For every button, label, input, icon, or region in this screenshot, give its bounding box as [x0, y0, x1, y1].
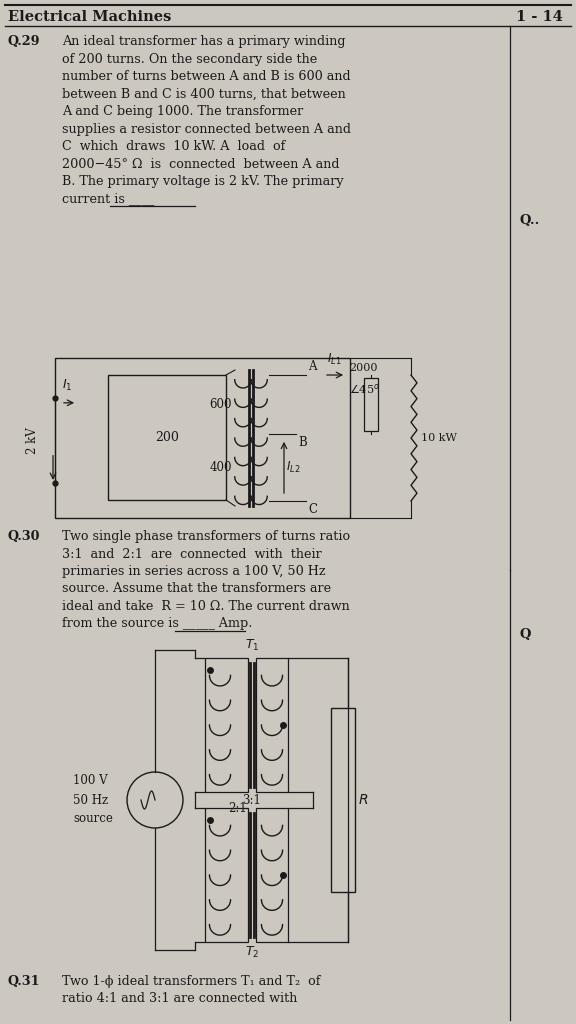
- Text: $I_1$: $I_1$: [62, 378, 72, 393]
- Text: 2000: 2000: [349, 362, 377, 373]
- Text: 400: 400: [210, 461, 232, 474]
- Bar: [108, 375, 226, 500]
- Text: C  which  draws  10 kW. A  load  of: C which draws 10 kW. A load of: [62, 140, 285, 153]
- Text: Two 1-ϕ ideal transformers T₁ and T₂  of: Two 1-ϕ ideal transformers T₁ and T₂ of: [62, 975, 320, 988]
- Text: current is ____: current is ____: [62, 193, 154, 206]
- Text: 2000−45° Ω  is  connected  between A and: 2000−45° Ω is connected between A and: [62, 158, 339, 171]
- Bar: [364, 378, 378, 431]
- Bar: [256, 808, 288, 942]
- Text: $R$: $R$: [358, 793, 368, 807]
- Text: 10 kW: 10 kW: [421, 433, 457, 443]
- Text: of 200 turns. On the secondary side the: of 200 turns. On the secondary side the: [62, 52, 317, 66]
- Text: source: source: [73, 811, 113, 824]
- Text: ideal and take  R = 10 Ω. The current drawn: ideal and take R = 10 Ω. The current dra…: [62, 600, 350, 613]
- Bar: [55, 358, 350, 518]
- Text: 3:1  and  2:1  are  connected  with  their: 3:1 and 2:1 are connected with their: [62, 548, 322, 560]
- Text: 600: 600: [210, 398, 232, 411]
- Text: Q: Q: [520, 629, 532, 641]
- Bar: [256, 658, 288, 792]
- Text: C: C: [308, 503, 317, 516]
- Text: Q..: Q..: [520, 213, 540, 226]
- Text: Q.31: Q.31: [8, 975, 40, 988]
- Text: between B and C is 400 turns, that between: between B and C is 400 turns, that betwe…: [62, 87, 346, 100]
- Text: Electrical Machines: Electrical Machines: [8, 10, 172, 24]
- Text: 2 kV: 2 kV: [26, 427, 40, 454]
- Text: B: B: [298, 436, 307, 449]
- Text: B. The primary voltage is 2 kV. The primary: B. The primary voltage is 2 kV. The prim…: [62, 175, 344, 188]
- Text: ratio 4:1 and 3:1 are connected with: ratio 4:1 and 3:1 are connected with: [62, 992, 297, 1006]
- Text: supplies a resistor connected between A and: supplies a resistor connected between A …: [62, 123, 351, 135]
- Text: from the source is _____ Amp.: from the source is _____ Amp.: [62, 617, 252, 631]
- Text: source. Assume that the transformers are: source. Assume that the transformers are: [62, 583, 331, 596]
- Text: 1 - 14: 1 - 14: [516, 10, 563, 24]
- Text: $T_2$: $T_2$: [245, 945, 259, 961]
- Text: 100 V: 100 V: [73, 773, 108, 786]
- Text: Two single phase transformers of turns ratio: Two single phase transformers of turns r…: [62, 530, 350, 543]
- Text: 200: 200: [155, 431, 179, 444]
- Text: A: A: [308, 360, 316, 373]
- Text: $\angle$45$^o$: $\angle$45$^o$: [349, 383, 380, 396]
- Text: A and C being 1000. The transformer: A and C being 1000. The transformer: [62, 105, 303, 118]
- Text: $T_1$: $T_1$: [245, 638, 259, 653]
- Text: 2:1: 2:1: [229, 802, 247, 815]
- Text: primaries in series across a 100 V, 50 Hz: primaries in series across a 100 V, 50 H…: [62, 565, 325, 578]
- Text: $I_{L2}$: $I_{L2}$: [286, 460, 301, 475]
- Text: An ideal transformer has a primary winding: An ideal transformer has a primary windi…: [62, 35, 346, 48]
- Bar: [205, 658, 248, 792]
- Text: 50 Hz: 50 Hz: [73, 794, 108, 807]
- Bar: [205, 808, 248, 942]
- Text: number of turns between A and B is 600 and: number of turns between A and B is 600 a…: [62, 70, 351, 83]
- Text: $I_{L1}$: $I_{L1}$: [327, 352, 341, 367]
- Text: Q.29: Q.29: [8, 35, 40, 48]
- Text: Q.30: Q.30: [8, 530, 40, 543]
- Text: 3:1: 3:1: [242, 794, 262, 807]
- Bar: [331, 708, 355, 892]
